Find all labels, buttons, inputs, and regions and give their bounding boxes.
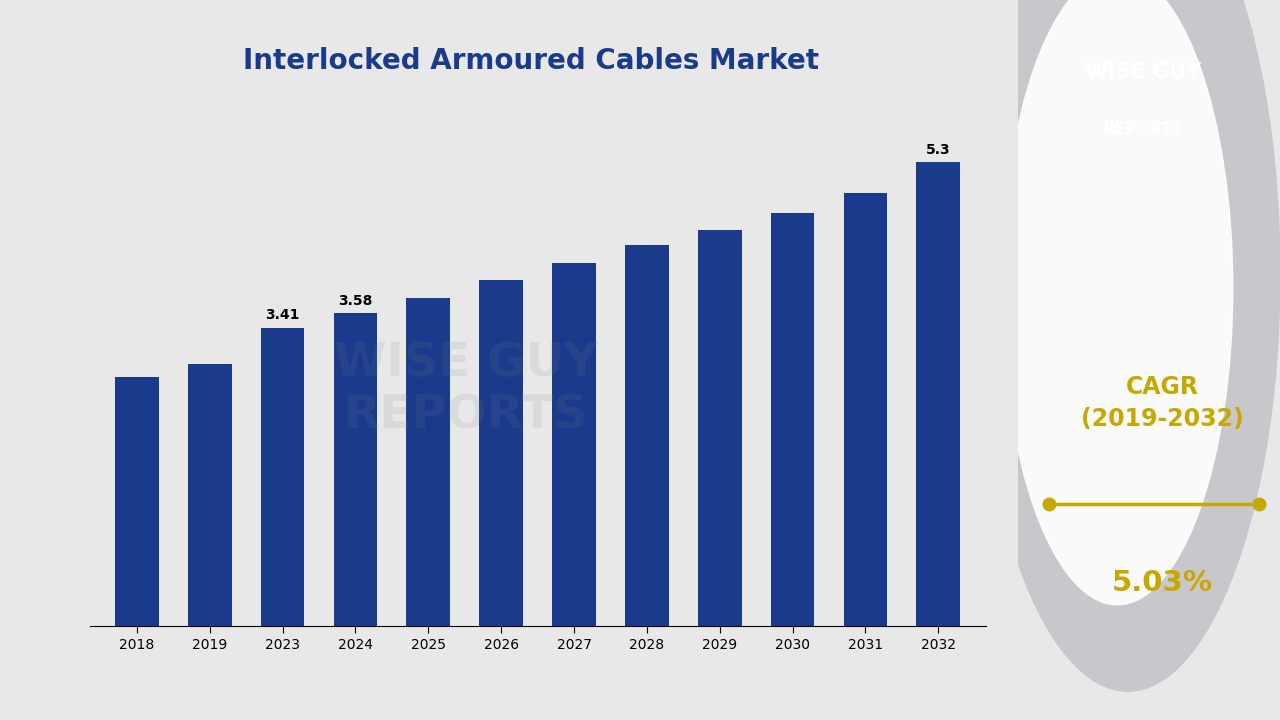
Bar — [771, 213, 814, 626]
Bar — [334, 312, 378, 626]
Text: REPORTS: REPORTS — [1105, 122, 1183, 137]
Bar — [916, 162, 960, 626]
Bar — [552, 263, 596, 626]
Bar — [115, 377, 159, 626]
Bar — [407, 298, 451, 626]
Bar — [479, 280, 524, 626]
Bar — [625, 246, 668, 626]
Text: WISE GUY: WISE GUY — [1085, 62, 1202, 82]
Circle shape — [1002, 0, 1233, 605]
Text: 3.58: 3.58 — [338, 294, 372, 307]
Circle shape — [975, 0, 1280, 691]
Text: 5.3: 5.3 — [925, 143, 951, 157]
Text: WISE GUY
REPORTS: WISE GUY REPORTS — [334, 341, 598, 438]
Text: CAGR
(2019-2032): CAGR (2019-2032) — [1080, 375, 1243, 431]
Text: 3.41: 3.41 — [265, 308, 300, 323]
Bar — [188, 364, 232, 626]
Text: 5.03%: 5.03% — [1111, 570, 1212, 597]
Bar — [698, 230, 741, 626]
Bar — [261, 328, 305, 626]
Bar — [844, 193, 887, 626]
Text: Interlocked Armoured Cables Market: Interlocked Armoured Cables Market — [243, 47, 819, 75]
